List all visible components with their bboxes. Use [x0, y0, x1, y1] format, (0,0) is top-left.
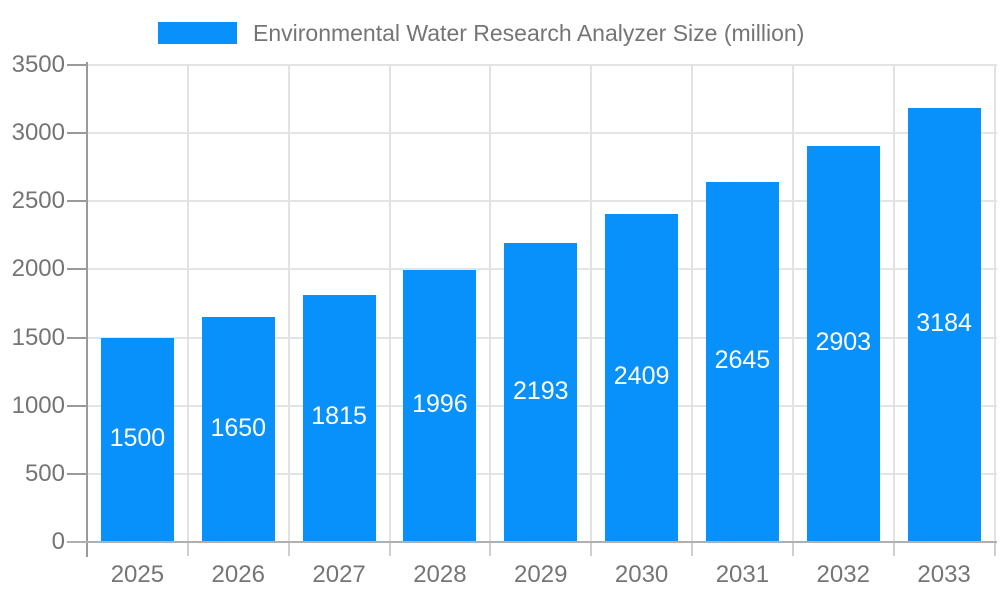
bar[interactable] — [403, 269, 477, 541]
bar-value-label: 2903 — [815, 328, 872, 357]
x-axis-label: 2025 — [110, 561, 165, 588]
y-axis-label: 2000 — [11, 255, 65, 283]
x-gridline — [993, 65, 996, 542]
x-axis-tick — [590, 542, 593, 556]
bar[interactable] — [806, 146, 880, 541]
x-gridline — [186, 65, 189, 542]
x-gridline — [388, 65, 391, 542]
bar[interactable] — [504, 243, 578, 541]
x-axis-tick — [489, 542, 492, 556]
bar[interactable] — [302, 294, 376, 541]
bar-value-label: 1815 — [311, 402, 367, 431]
legend-swatch-icon — [158, 22, 237, 44]
x-gridline — [489, 65, 492, 542]
x-axis-tick — [388, 542, 391, 556]
x-axis-label: 2033 — [917, 561, 971, 588]
y-axis-label: 3500 — [11, 51, 65, 78]
y-axis-label: 1000 — [11, 391, 65, 419]
x-axis-label: 2028 — [413, 561, 467, 588]
y-axis-tick — [67, 64, 87, 66]
x-gridline — [892, 65, 895, 542]
bar-value-label: 1650 — [210, 413, 267, 442]
x-axis-label: 2032 — [816, 561, 870, 588]
x-axis-line — [67, 541, 997, 543]
x-axis-tick — [287, 542, 290, 556]
bar-value-label: 2409 — [613, 361, 670, 390]
y-axis-tick — [67, 268, 87, 271]
x-gridline — [287, 65, 290, 542]
x-gridline — [590, 65, 593, 542]
y-gridline — [87, 200, 997, 203]
x-axis-label: 2031 — [715, 561, 770, 588]
bar-value-label: 2645 — [714, 345, 771, 374]
bar-value-label: 1500 — [109, 423, 166, 452]
x-gridline — [791, 65, 794, 542]
x-axis-tick — [993, 542, 996, 556]
bar[interactable] — [100, 337, 174, 541]
y-gridline — [87, 132, 997, 135]
y-axis-label: 1500 — [11, 323, 65, 351]
y-axis-tick — [67, 472, 87, 475]
x-axis-label: 2029 — [514, 561, 568, 588]
x-axis-tick — [691, 542, 693, 556]
bar[interactable] — [605, 213, 679, 541]
bar[interactable] — [907, 108, 981, 541]
y-axis-label: 0 — [51, 528, 65, 555]
y-axis-tick — [67, 200, 87, 203]
bar-value-label: 3184 — [916, 309, 972, 338]
y-axis-tick — [67, 132, 87, 135]
bar-value-label: 2193 — [512, 376, 569, 405]
bar[interactable] — [705, 181, 779, 541]
y-axis-tick — [67, 336, 87, 339]
x-axis-label: 2030 — [614, 561, 669, 588]
legend-label: Environmental Water Research Analyzer Si… — [253, 19, 805, 46]
x-axis-tick — [892, 542, 895, 556]
x-axis-label: 2026 — [211, 561, 265, 588]
bar-value-label: 1996 — [412, 389, 468, 418]
y-axis-tick — [67, 404, 87, 407]
y-axis-label: 500 — [24, 459, 65, 487]
y-axis-label: 3000 — [11, 119, 65, 147]
x-axis-label: 2027 — [312, 561, 366, 588]
y-axis-label: 2500 — [11, 187, 65, 215]
x-gridline — [691, 65, 693, 542]
x-axis-tick — [791, 542, 794, 556]
legend-item[interactable]: Environmental Water Research Analyzer Si… — [158, 19, 805, 46]
y-gridline — [87, 64, 997, 66]
bar[interactable] — [201, 317, 275, 541]
x-axis-tick — [186, 542, 189, 556]
y-axis-line — [86, 62, 88, 557]
